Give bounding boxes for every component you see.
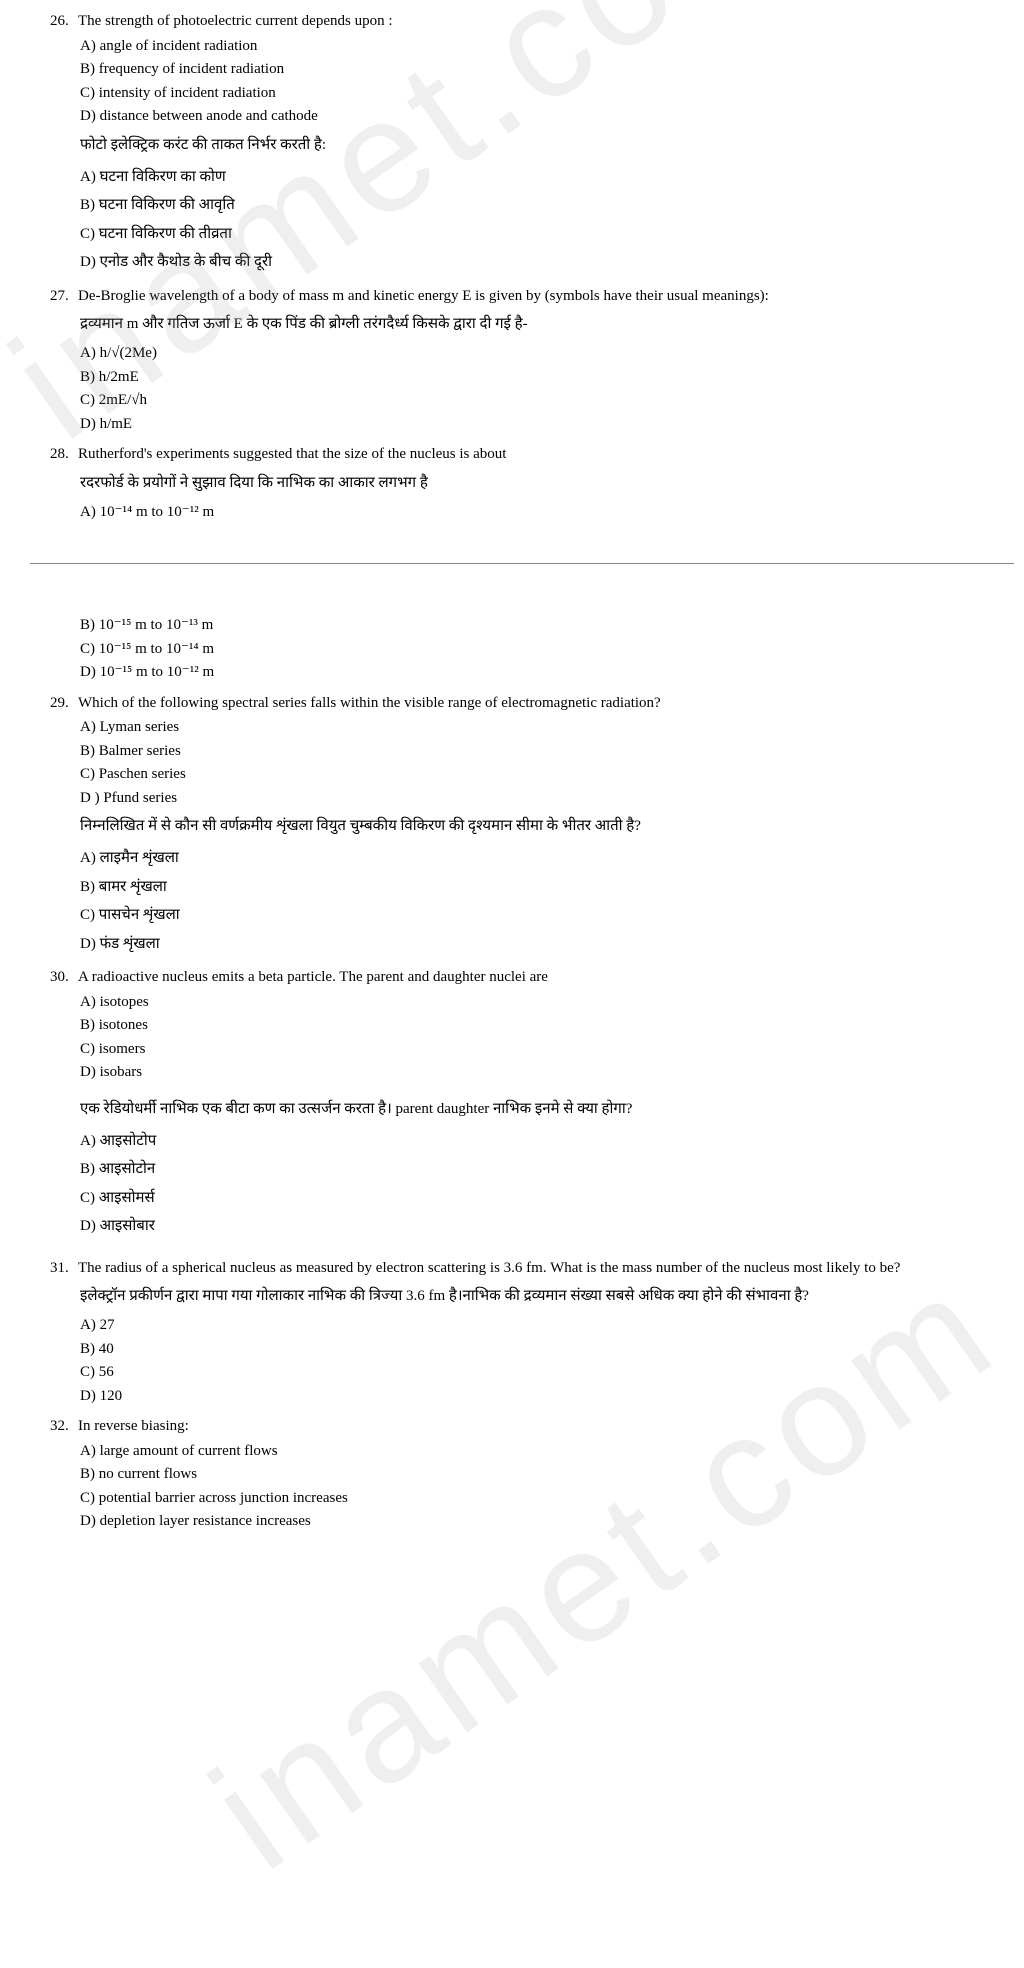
question-text-hi: इलेक्ट्रॉन प्रकीर्णन द्वारा मापा गया गोल… bbox=[80, 1283, 994, 1310]
option-a-en: A) 27 bbox=[80, 1314, 994, 1337]
option-c-en: C) 10⁻¹⁵ m to 10⁻¹⁴ m bbox=[80, 638, 994, 661]
question-27: 27. De-Broglie wavelength of a body of m… bbox=[50, 285, 994, 436]
question-text-en: Which of the following spectral series f… bbox=[78, 692, 994, 715]
question-number: 29. bbox=[50, 692, 78, 715]
option-c-en: C) 2mE/√h bbox=[80, 389, 994, 412]
option-c-en: C) 56 bbox=[80, 1361, 994, 1384]
option-b-en: B) 40 bbox=[80, 1338, 994, 1361]
option-d-hi: D) फंड शृंखला bbox=[80, 930, 994, 959]
question-32: 32. In reverse biasing: A) large amount … bbox=[50, 1415, 994, 1533]
option-d-en: D ) Pfund series bbox=[80, 787, 994, 810]
option-b-en: B) no current flows bbox=[80, 1463, 994, 1486]
question-text-en: The strength of photoelectric current de… bbox=[78, 10, 994, 33]
option-c-en: C) intensity of incident radiation bbox=[80, 82, 994, 105]
option-d-hi: D) आइसोबार bbox=[80, 1212, 994, 1241]
question-text-hi: द्रव्यमान m और गतिज ऊर्जा E के एक पिंड क… bbox=[80, 311, 994, 338]
question-text-hi: निम्नलिखित में से कौन सी वर्णक्रमीय शृंख… bbox=[80, 813, 994, 840]
question-text-en: The radius of a spherical nucleus as mea… bbox=[78, 1257, 994, 1280]
question-number: 28. bbox=[50, 443, 78, 466]
option-a-en: A) h/√(2Me) bbox=[80, 342, 994, 365]
question-29: 29. Which of the following spectral seri… bbox=[50, 692, 994, 959]
option-b-hi: B) आइसोटोन bbox=[80, 1155, 994, 1184]
option-d-en: D) depletion layer resistance increases bbox=[80, 1510, 994, 1533]
question-number: 26. bbox=[50, 10, 78, 33]
option-a-hi: A) लाइमैन शृंखला bbox=[80, 844, 994, 873]
option-d-en: D) 10⁻¹⁵ m to 10⁻¹² m bbox=[80, 661, 994, 684]
option-b-en: B) frequency of incident radiation bbox=[80, 58, 994, 81]
page-divider bbox=[30, 563, 1014, 564]
question-28: 28. Rutherford's experiments suggested t… bbox=[50, 443, 994, 523]
option-d-en: D) isobars bbox=[80, 1061, 994, 1084]
option-c-en: C) isomers bbox=[80, 1038, 994, 1061]
option-a-hi: A) आइसोटोप bbox=[80, 1127, 994, 1156]
option-b-en: B) 10⁻¹⁵ m to 10⁻¹³ m bbox=[80, 614, 994, 637]
option-b-en: B) isotones bbox=[80, 1014, 994, 1037]
option-b-hi: B) घटना विकिरण की आवृति bbox=[80, 191, 994, 220]
option-b-en: B) h/2mE bbox=[80, 366, 994, 389]
question-text-en: Rutherford's experiments suggested that … bbox=[78, 443, 994, 466]
option-a-en: A) 10⁻¹⁴ m to 10⁻¹² m bbox=[80, 501, 994, 524]
option-d-en: D) distance between anode and cathode bbox=[80, 105, 994, 128]
option-c-en: C) potential barrier across junction inc… bbox=[80, 1487, 994, 1510]
option-a-en: A) large amount of current flows bbox=[80, 1440, 994, 1463]
option-c-en: C) Paschen series bbox=[80, 763, 994, 786]
question-26: 26. The strength of photoelectric curren… bbox=[50, 10, 994, 277]
option-c-hi: C) आइसोमर्स bbox=[80, 1184, 994, 1213]
question-number: 27. bbox=[50, 285, 78, 308]
question-text-hi: एक रेडियोधर्मी नाभिक एक बीटा कण का उत्सर… bbox=[80, 1096, 994, 1123]
question-text-en: In reverse biasing: bbox=[78, 1415, 994, 1438]
option-b-hi: B) बामर शृंखला bbox=[80, 873, 994, 902]
question-text-hi: फोटो इलेक्ट्रिक करंट की ताकत निर्भर करती… bbox=[80, 132, 994, 159]
question-number: 31. bbox=[50, 1257, 78, 1280]
option-a-en: A) Lyman series bbox=[80, 716, 994, 739]
option-a-en: A) angle of incident radiation bbox=[80, 35, 994, 58]
question-text-en: A radioactive nucleus emits a beta parti… bbox=[78, 966, 994, 989]
question-28-continued: B) 10⁻¹⁵ m to 10⁻¹³ m C) 10⁻¹⁵ m to 10⁻¹… bbox=[50, 614, 994, 684]
option-a-en: A) isotopes bbox=[80, 991, 994, 1014]
question-31: 31. The radius of a spherical nucleus as… bbox=[50, 1257, 994, 1408]
option-c-hi: C) पासचेन शृंखला bbox=[80, 901, 994, 930]
option-d-hi: D) एनोड और कैथोड के बीच की दूरी bbox=[80, 248, 994, 277]
question-number: 30. bbox=[50, 966, 78, 989]
question-text-hi: रदरफोर्ड के प्रयोगों ने सुझाव दिया कि ना… bbox=[80, 470, 994, 497]
question-text-en: De-Broglie wavelength of a body of mass … bbox=[78, 285, 994, 308]
option-c-hi: C) घटना विकिरण की तीव्रता bbox=[80, 220, 994, 249]
question-30: 30. A radioactive nucleus emits a beta p… bbox=[50, 966, 994, 1241]
option-b-en: B) Balmer series bbox=[80, 740, 994, 763]
option-d-en: D) h/mE bbox=[80, 413, 994, 436]
option-d-en: D) 120 bbox=[80, 1385, 994, 1408]
option-a-hi: A) घटना विकिरण का कोण bbox=[80, 163, 994, 192]
question-number: 32. bbox=[50, 1415, 78, 1438]
